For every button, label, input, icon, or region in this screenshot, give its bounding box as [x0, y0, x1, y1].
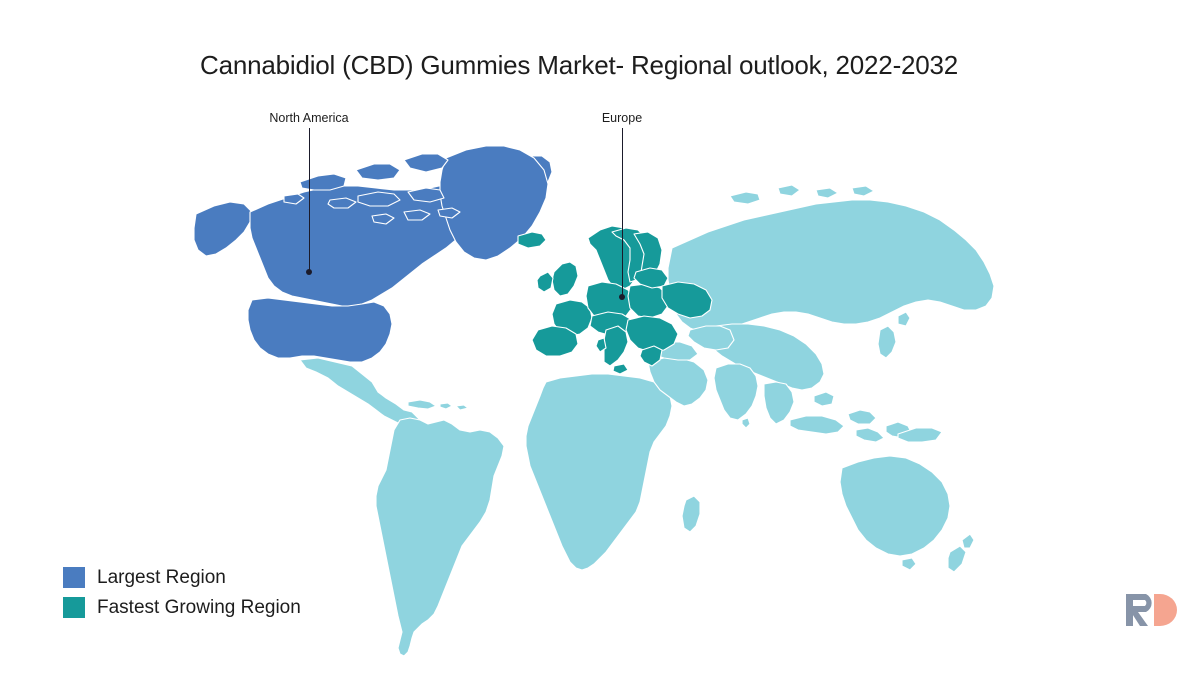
region-largest-north-america [193, 145, 553, 363]
brand-logo [1122, 590, 1186, 630]
legend-swatch-largest-region [63, 566, 85, 588]
annotation-dot-europe [619, 294, 625, 300]
legend-label-fastest-growing-region: Fastest Growing Region [97, 596, 301, 618]
legend-item-fastest-growing-region: Fastest Growing Region [63, 592, 301, 622]
annotation-label-europe: Europe [601, 111, 643, 125]
annotation-label-north-america: North America [269, 111, 349, 125]
annotation-dot-north-america [306, 269, 312, 275]
legend-item-largest-region: Largest Region [63, 562, 301, 592]
legend-label-largest-region: Largest Region [97, 566, 226, 588]
map-legend: Largest Region Fastest Growing Region [63, 562, 301, 622]
page-title: Cannabidiol (CBD) Gummies Market- Region… [200, 50, 959, 80]
legend-swatch-fastest-growing-region [63, 596, 85, 618]
annotation-leader-line-north-america [309, 128, 310, 272]
annotation-leader-line-europe [622, 128, 623, 297]
region-other [299, 184, 995, 657]
brand-logo-icon [1126, 594, 1177, 626]
